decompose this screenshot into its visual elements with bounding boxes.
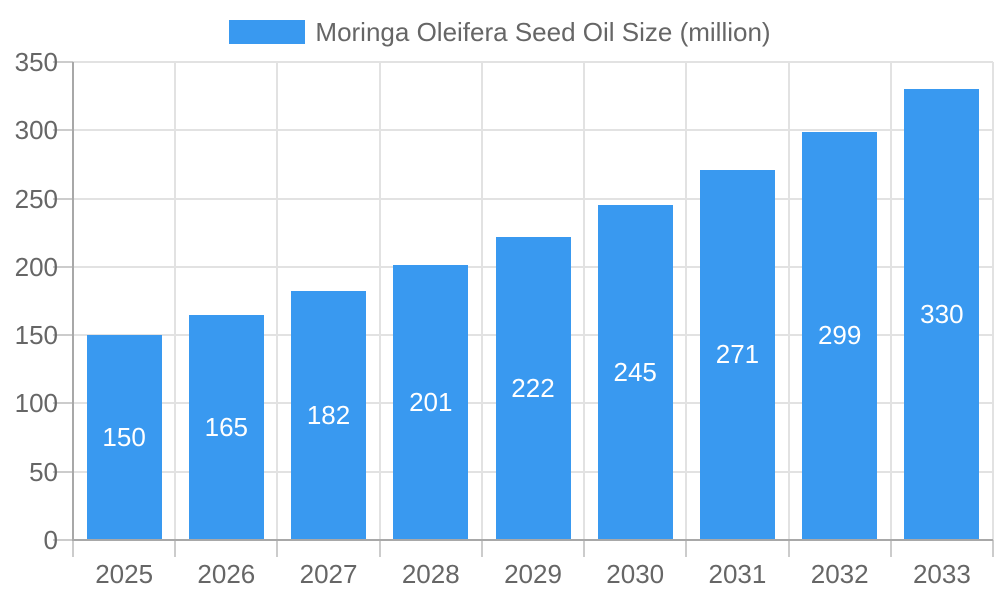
x-axis-label-2025: 2025: [95, 559, 154, 589]
bar-value-label: 271: [715, 339, 760, 370]
x-axis-label-2029: 2029: [504, 559, 562, 589]
x-gridline: [174, 62, 177, 540]
x-axis-label-2031: 2031: [708, 559, 767, 589]
y-axis-label: 100: [14, 388, 58, 419]
x-axis-line: [72, 539, 993, 541]
bar-value-label: 245: [613, 357, 657, 388]
x-axis-label-2028: 2028: [401, 559, 460, 589]
bar-2031[interactable]: 271: [699, 169, 775, 540]
bar-2033[interactable]: 330: [904, 89, 980, 540]
y-tick-mark: [53, 539, 73, 541]
y-axis-label: 150: [14, 320, 58, 351]
bar-2030[interactable]: 245: [597, 205, 673, 540]
x-gridline: [889, 62, 892, 540]
bar-2029[interactable]: 222: [495, 236, 571, 540]
legend[interactable]: Moringa Oleifera Seed Oil Size (million): [0, 16, 1000, 47]
bar-value-label: 330: [920, 299, 964, 330]
y-gridline: [73, 61, 993, 63]
x-tick-mark: [889, 540, 892, 557]
bar-2025[interactable]: 150: [86, 335, 162, 540]
bar-value-label: 150: [102, 422, 146, 453]
x-gridline: [480, 62, 483, 540]
bar-value-label: 182: [306, 400, 351, 431]
y-axis-label: 50: [29, 456, 58, 487]
x-gridline: [583, 62, 586, 540]
y-gridline: [73, 197, 993, 200]
y-axis-label: 200: [14, 251, 58, 282]
x-axis-label-2032: 2032: [810, 559, 869, 589]
y-tick-mark: [53, 265, 73, 268]
bar-2032[interactable]: 299: [802, 131, 878, 540]
x-tick-mark: [378, 540, 381, 557]
bar-2026[interactable]: 165: [188, 314, 264, 540]
y-axis-label: 250: [14, 183, 58, 214]
x-gridline: [992, 62, 994, 540]
y-tick-mark: [53, 197, 73, 200]
legend-swatch-icon: [229, 20, 306, 44]
y-tick-mark: [53, 334, 73, 337]
x-axis-label-2027: 2027: [299, 559, 358, 589]
bar-value-label: 201: [409, 387, 453, 418]
x-tick-mark: [480, 540, 483, 557]
y-tick-mark: [53, 402, 73, 405]
bar-2027[interactable]: 182: [291, 291, 367, 540]
plot-area: 0 50 100 150 200 250 300 350 150 165 182 201 222 245 2…: [15, 49, 994, 589]
legend-label: Moringa Oleifera Seed Oil Size (million): [315, 16, 771, 47]
x-tick-mark: [685, 540, 688, 557]
x-tick-mark: [174, 540, 177, 557]
y-gridline: [73, 129, 993, 132]
y-axis-line: [72, 62, 74, 540]
x-axis-label-2033: 2033: [912, 559, 971, 589]
x-axis-label-2026: 2026: [197, 559, 256, 589]
x-tick-mark: [72, 540, 74, 557]
y-tick-mark: [53, 129, 73, 132]
x-tick-mark: [787, 540, 790, 557]
x-gridline: [276, 62, 279, 540]
x-tick-mark: [583, 540, 586, 557]
y-axis-label: 300: [14, 115, 58, 146]
y-tick-mark: [53, 61, 73, 63]
x-gridline: [685, 62, 688, 540]
bar-value-label: 299: [817, 320, 862, 351]
y-tick-mark: [53, 470, 73, 473]
x-gridline: [378, 62, 381, 540]
bar-value-label: 222: [511, 372, 555, 403]
y-axis-label: 350: [14, 47, 58, 77]
bar-value-label: 165: [204, 411, 249, 442]
x-gridline: [787, 62, 790, 540]
x-axis-label-2030: 2030: [606, 559, 665, 589]
bar-2028[interactable]: 201: [393, 265, 469, 540]
x-tick-mark: [276, 540, 279, 557]
y-axis-label: 0: [43, 525, 58, 555]
x-tick-mark: [992, 540, 994, 557]
